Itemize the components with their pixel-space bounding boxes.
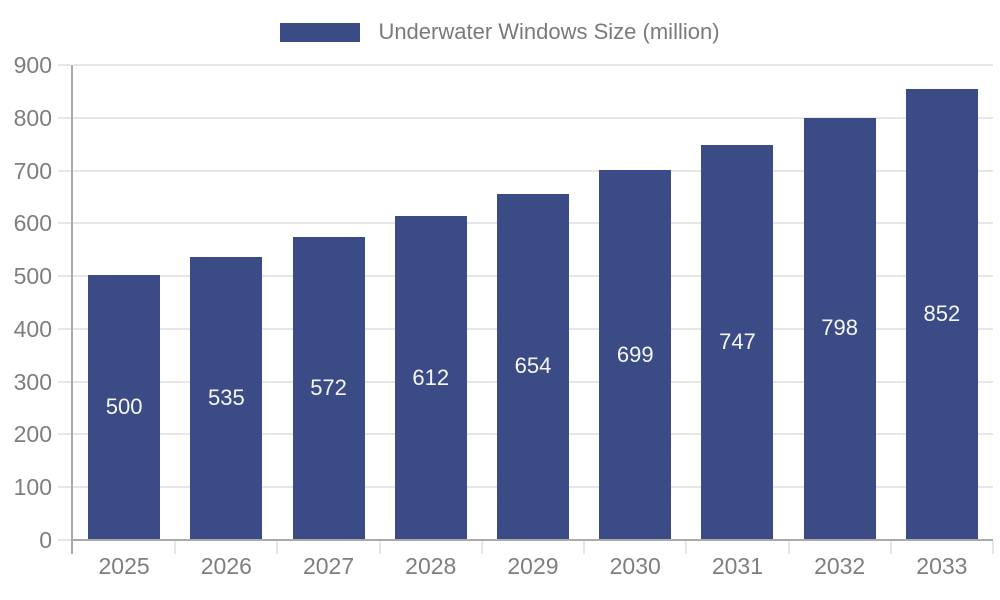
gridline [73,169,993,172]
y-axis-label: 500 [13,263,52,290]
chart-legend[interactable]: Underwater Windows Size (million) [0,19,1000,45]
gridline [73,116,993,119]
y-axis-label: 400 [13,315,52,342]
bar-2032[interactable]: 798 [803,117,876,539]
x-axis-tick [889,541,892,554]
bar-value-label: 798 [821,315,859,341]
x-axis-label-2033: 2033 [916,553,968,579]
x-axis-label-2029: 2029 [507,553,559,579]
y-axis-line [71,65,73,554]
bar-value-label: 699 [616,341,654,367]
x-axis-tick [480,541,483,554]
plot-area: 0 100 200 300 400 500 600 700 800 900 500 535 572 612… [14,53,994,554]
y-axis-tick [58,169,71,172]
x-axis-line [71,539,993,541]
x-axis-tick [378,541,381,554]
x-axis-tick [276,541,279,554]
y-axis-label: 600 [13,210,52,237]
x-axis-tick [583,541,586,554]
bar-value-label: 535 [207,384,245,410]
x-axis-label-2027: 2027 [302,553,355,579]
y-axis-tick [58,327,71,330]
y-axis-label: 300 [13,368,52,395]
bar-2029[interactable]: 654 [497,193,569,539]
x-axis-label-2028: 2028 [405,553,457,579]
x-axis-tick [174,541,177,554]
y-axis-tick [58,222,71,225]
bar-2027[interactable]: 572 [292,237,365,539]
bar-value-label: 612 [412,364,450,390]
legend-swatch-icon [280,22,361,42]
x-axis-label-2026: 2026 [200,553,252,579]
y-axis-label: 0 [39,527,52,553]
bar-2026[interactable]: 535 [190,256,263,539]
y-axis-tick [58,539,71,541]
bar-2030[interactable]: 699 [599,170,672,539]
x-axis-label-2031: 2031 [711,553,764,579]
x-axis-label-2032: 2032 [814,553,866,579]
y-axis-label: 700 [13,157,52,184]
bar-value-label: 654 [514,353,552,379]
gridline [73,64,993,66]
y-axis-tick [58,380,71,383]
y-axis-label: 900 [13,52,52,78]
x-axis-tick [992,541,994,554]
bar-value-label: 500 [105,394,143,420]
y-axis-tick [58,116,71,119]
bar-2031[interactable]: 747 [701,144,774,539]
bar-2028[interactable]: 612 [394,216,467,539]
bar-value-label: 572 [310,375,347,401]
y-axis-label: 800 [13,104,52,131]
y-axis-label: 100 [13,474,52,501]
x-axis-label-2030: 2030 [609,553,661,579]
y-axis-tick [58,275,71,278]
y-axis-label: 200 [13,421,52,448]
legend-label: Underwater Windows Size (million) [378,19,720,44]
bar-value-label: 852 [923,301,961,327]
x-axis-tick [685,541,688,554]
y-axis-tick [58,64,71,66]
y-axis-tick [58,433,71,436]
bar-2025[interactable]: 500 [88,275,161,539]
x-axis-tick [787,541,790,554]
y-axis-tick [58,486,71,489]
x-axis-label-2025: 2025 [98,553,150,579]
bar-value-label: 747 [719,328,756,354]
bar-2033[interactable]: 852 [905,89,978,539]
